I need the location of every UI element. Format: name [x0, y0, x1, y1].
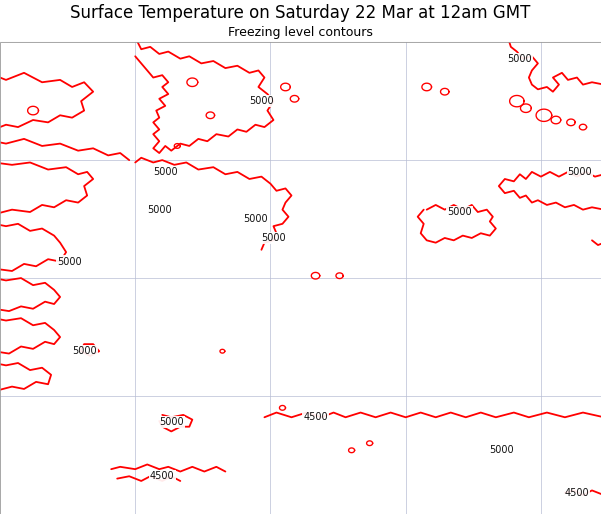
Text: 4500: 4500: [304, 412, 328, 423]
Text: 4500: 4500: [150, 471, 174, 481]
Text: 4500: 4500: [565, 488, 589, 498]
Text: 5000: 5000: [568, 167, 592, 177]
Text: 5000: 5000: [57, 256, 81, 267]
Text: 5000: 5000: [147, 205, 171, 215]
Text: 5000: 5000: [243, 214, 267, 224]
Text: 5000: 5000: [448, 207, 472, 217]
Text: Surface Temperature on Saturday 22 Mar at 12am GMT: Surface Temperature on Saturday 22 Mar a…: [70, 4, 531, 22]
Text: 5000: 5000: [261, 233, 285, 243]
Text: 5000: 5000: [249, 96, 273, 106]
Text: 5000: 5000: [508, 53, 532, 64]
Text: 5000: 5000: [153, 167, 177, 177]
Text: Freezing level contours: Freezing level contours: [228, 26, 373, 40]
Text: 5000: 5000: [72, 346, 96, 356]
Text: 5000: 5000: [159, 417, 183, 427]
Text: 5000: 5000: [490, 445, 514, 455]
